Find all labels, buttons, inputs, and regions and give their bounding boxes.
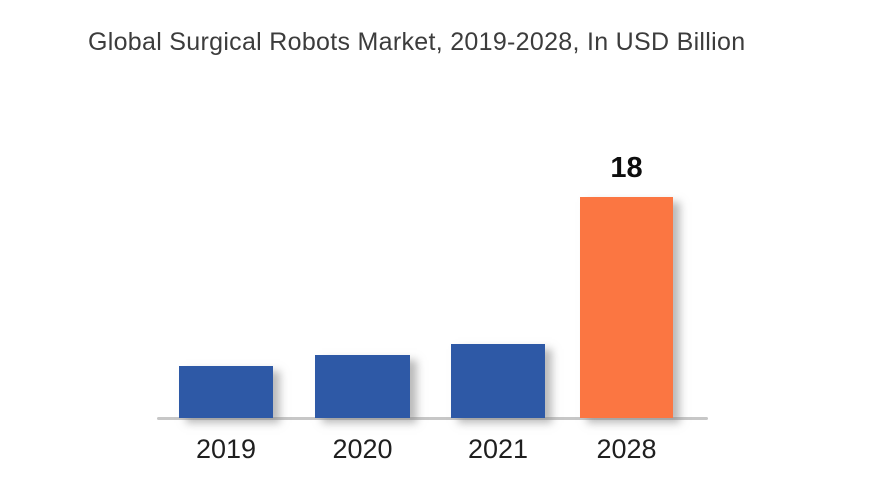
chart-title: Global Surgical Robots Market, 2019-2028… [88,28,746,56]
x-axis-label-2021: 2021 [467,434,529,464]
x-axis-line [157,417,708,420]
bar-2028 [580,197,673,418]
x-axis-label-2019: 2019 [195,434,257,464]
x-axis-label-2020: 2020 [332,434,393,464]
value-label-2028: 18 [610,152,643,184]
bar-2019 [179,366,273,418]
bar-2020 [315,355,410,418]
bar-2021 [451,344,545,418]
x-axis-label-2028: 2028 [596,434,657,464]
